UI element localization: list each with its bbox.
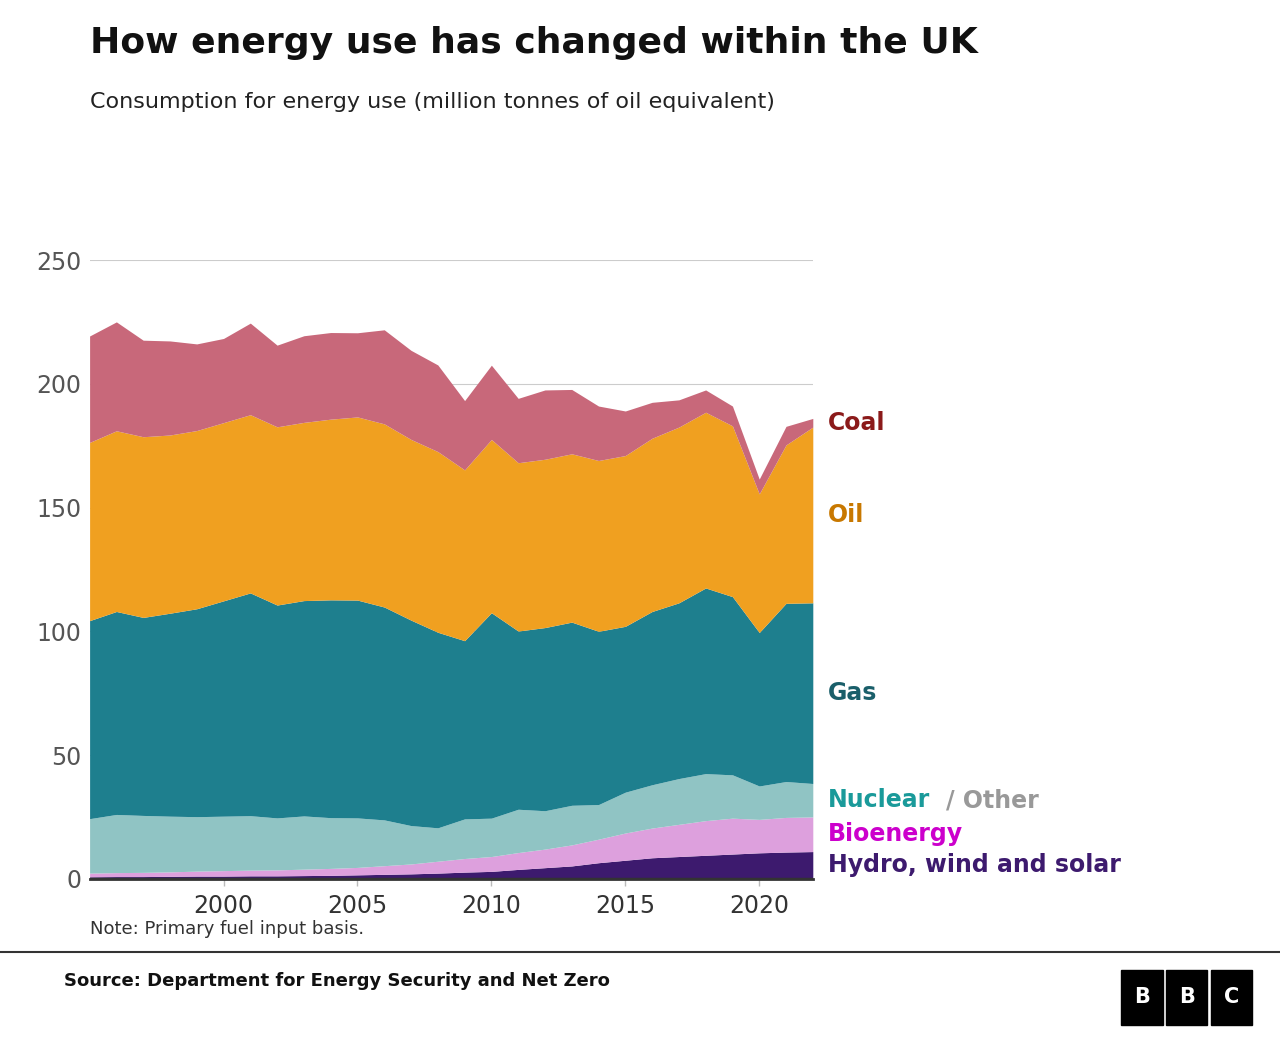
- Text: How energy use has changed within the UK: How energy use has changed within the UK: [90, 26, 978, 60]
- Text: Oil: Oil: [828, 503, 864, 527]
- Text: Bioenergy: Bioenergy: [828, 823, 964, 847]
- Bar: [1166, 970, 1207, 1024]
- Bar: [1121, 970, 1162, 1024]
- Text: / Other: / Other: [946, 788, 1038, 812]
- Text: Source: Department for Energy Security and Net Zero: Source: Department for Energy Security a…: [64, 972, 609, 990]
- Text: Nuclear: Nuclear: [828, 788, 931, 812]
- Text: B: B: [1179, 987, 1194, 1008]
- Text: C: C: [1224, 987, 1239, 1008]
- Text: Note: Primary fuel input basis.: Note: Primary fuel input basis.: [90, 920, 364, 938]
- Text: Coal: Coal: [828, 411, 886, 435]
- Text: Consumption for energy use (million tonnes of oil equivalent): Consumption for energy use (million tonn…: [90, 92, 774, 111]
- Text: Hydro, wind and solar: Hydro, wind and solar: [828, 853, 1121, 877]
- Text: Gas: Gas: [828, 681, 878, 705]
- Bar: [1211, 970, 1252, 1024]
- Text: B: B: [1134, 987, 1149, 1008]
